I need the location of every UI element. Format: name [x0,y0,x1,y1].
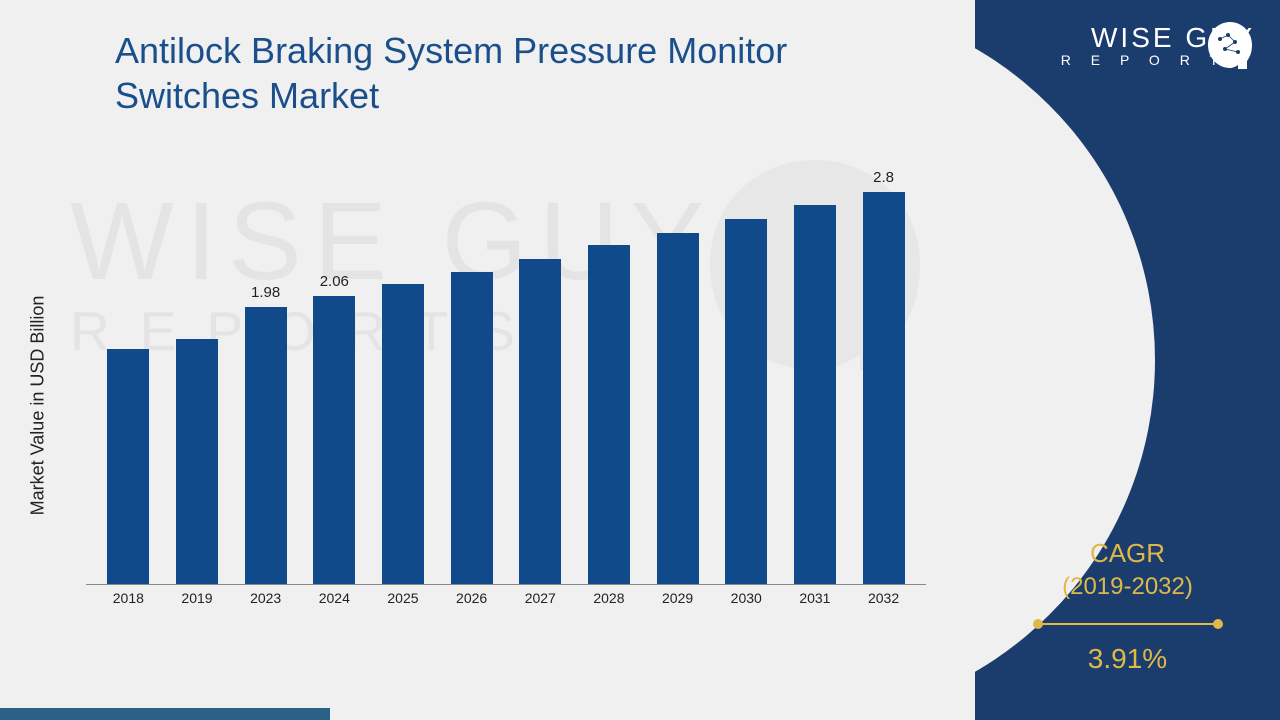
chart-plot-area: 1.98 2.06 2.8 [86,165,926,585]
bar [245,307,287,584]
x-axis-label: 2032 [863,590,905,606]
x-axis-label: 2030 [725,590,767,606]
x-axis-labels: 2018 2019 2023 2024 2025 2026 2027 2028 2029 2030… [86,590,926,606]
cagr-title: CAGR [995,538,1260,569]
bar-wrapper [451,165,493,584]
bar-wrapper: 2.8 [863,165,905,584]
bar-value-label: 2.8 [873,169,894,186]
chart-title: Antilock Braking System Pressure Monitor… [115,28,895,118]
bar [313,296,355,584]
bar-wrapper [382,165,424,584]
x-axis-label: 2019 [176,590,218,606]
logo-head-icon [1200,17,1260,77]
x-axis-label: 2018 [107,590,149,606]
bottom-accent-bar [0,708,330,720]
bar-wrapper [588,165,630,584]
bar [863,192,905,584]
x-axis-label: 2028 [588,590,630,606]
cagr-period: (2019-2032) [995,573,1260,601]
cagr-panel: CAGR (2019-2032) 3.91% [995,538,1260,675]
bar [794,205,836,584]
bar [176,339,218,584]
bar [657,233,699,584]
brand-logo: WISE GUY R E P O R T S [1061,22,1255,68]
bar-wrapper: 1.98 [245,165,287,584]
bar [588,245,630,584]
bar-value-label: 2.06 [320,273,349,290]
x-axis-label: 2031 [794,590,836,606]
x-axis-label: 2026 [451,590,493,606]
bar [107,349,149,584]
bar-wrapper [519,165,561,584]
cagr-divider [1038,623,1218,625]
bar-wrapper [725,165,767,584]
x-axis-label: 2025 [382,590,424,606]
x-axis-label: 2029 [657,590,699,606]
bar [382,284,424,584]
bar-wrapper [176,165,218,584]
bar-wrapper [107,165,149,584]
x-axis-label: 2023 [245,590,287,606]
bar [519,259,561,584]
bar-wrapper [794,165,836,584]
x-axis-label: 2024 [313,590,355,606]
bar [725,219,767,584]
bars-container: 1.98 2.06 2.8 [86,165,926,584]
x-axis-label: 2027 [519,590,561,606]
bar [451,272,493,584]
cagr-value: 3.91% [995,643,1260,675]
y-axis-label: Market Value in USD Billion [28,296,49,516]
bar-wrapper [657,165,699,584]
bar-wrapper: 2.06 [313,165,355,584]
bar-value-label: 1.98 [251,284,280,301]
bar-chart: Market Value in USD Billion 1.982.062.8 … [50,165,930,625]
